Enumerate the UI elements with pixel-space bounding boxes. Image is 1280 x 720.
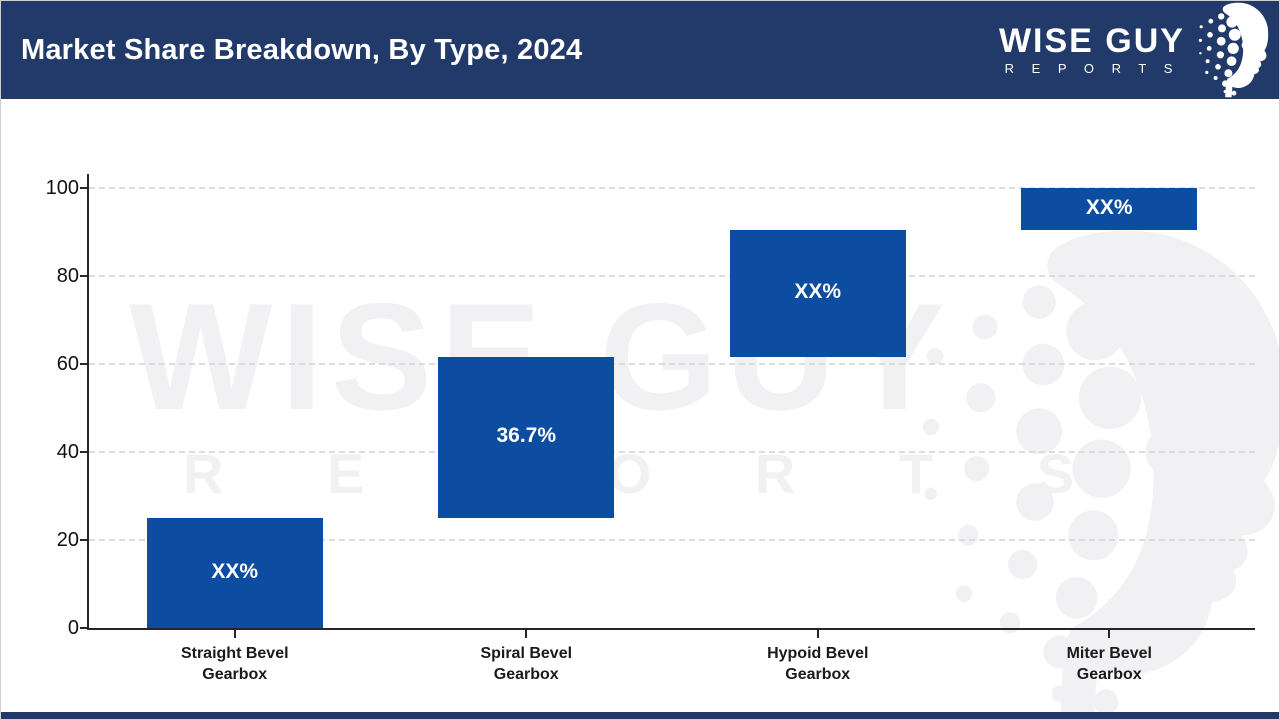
category-label-line: Gearbox xyxy=(785,666,851,683)
brand-subname: R E P O R T S xyxy=(1004,61,1180,76)
header-bar: Market Share Breakdown, By Type, 2024 WI… xyxy=(1,1,1279,99)
y-tick-mark xyxy=(80,539,87,541)
y-tick-mark xyxy=(80,627,87,629)
bar-value-label: XX% xyxy=(1085,195,1133,219)
y-tick-label: 60 xyxy=(56,353,79,375)
x-tick-mark xyxy=(525,630,528,638)
chart-area: WISE GUY R E P O R T S 0 20 40 60 80 100 XX% St… xyxy=(1,99,1279,719)
brand-logo-text: WISE GUY R E P O R T S xyxy=(999,24,1185,76)
category-label-line: Spiral Bevel xyxy=(480,645,573,662)
gridline-y60 xyxy=(89,363,1255,365)
gridline-y40 xyxy=(89,451,1255,453)
bar-value-label: XX% xyxy=(794,280,842,304)
category-label-line: Miter Bevel xyxy=(1066,645,1152,662)
bar-value-label: 36.7% xyxy=(496,424,557,448)
y-tick-mark xyxy=(80,187,87,189)
category-label: Hypoid Bevel Gearbox xyxy=(688,643,948,685)
bar-4 xyxy=(1021,188,1198,230)
bar-3 xyxy=(729,229,906,357)
y-tick-label: 40 xyxy=(56,441,79,463)
y-tick-label: 0 xyxy=(67,617,79,639)
category-label: Spiral Bevel Gearbox xyxy=(396,643,656,685)
chart-title: Market Share Breakdown, By Type, 2024 xyxy=(21,33,583,66)
category-label-line: Gearbox xyxy=(202,666,268,683)
dotted-head-icon xyxy=(1198,2,1269,98)
y-tick-label: 80 xyxy=(56,265,79,287)
category-label: Miter Bevel Gearbox xyxy=(979,643,1239,685)
category-label-line: Gearbox xyxy=(493,666,559,683)
x-axis-line xyxy=(87,628,1255,630)
category-label-line: Gearbox xyxy=(1076,666,1142,683)
y-tick-mark xyxy=(80,363,87,365)
bar-2 xyxy=(438,356,615,518)
gridline-y80 xyxy=(89,275,1255,277)
brand-logo: WISE GUY R E P O R T S xyxy=(999,1,1279,99)
category-label-line: Straight Bevel xyxy=(180,645,289,662)
x-tick-mark xyxy=(233,630,236,638)
y-tick-label: 20 xyxy=(56,529,79,551)
y-tick-mark xyxy=(80,275,87,277)
bar-1 xyxy=(146,518,323,628)
footer-bar xyxy=(1,712,1279,719)
x-tick-mark xyxy=(1108,630,1111,638)
category-label: Straight Bevel Gearbox xyxy=(105,643,365,685)
gridline-y20 xyxy=(89,539,1255,541)
category-label-line: Hypoid Bevel xyxy=(767,645,869,662)
y-tick-label: 100 xyxy=(45,177,79,199)
gridline-y100 xyxy=(89,187,1255,189)
y-axis-line xyxy=(87,174,89,630)
brand-name: WISE GUY xyxy=(998,22,1185,60)
x-tick-mark xyxy=(816,630,819,638)
bar-value-label: XX% xyxy=(211,560,259,583)
y-tick-mark xyxy=(80,451,87,453)
